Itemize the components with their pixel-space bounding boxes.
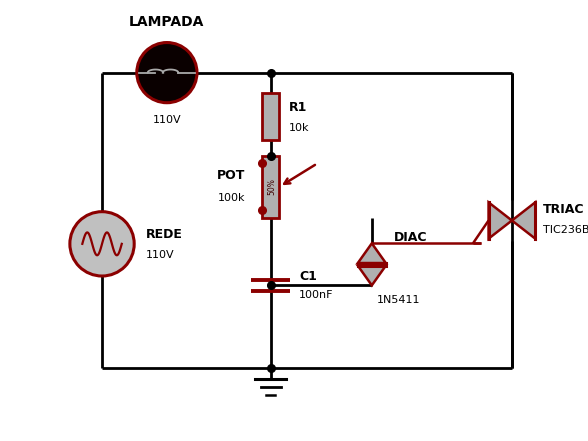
Polygon shape <box>358 243 386 263</box>
Text: 100k: 100k <box>218 193 246 203</box>
Text: DIAC: DIAC <box>393 231 427 243</box>
Text: 50%: 50% <box>267 178 276 195</box>
Polygon shape <box>358 265 386 285</box>
Text: TRIAC: TRIAC <box>543 202 584 216</box>
Polygon shape <box>489 202 512 239</box>
Text: 100nF: 100nF <box>299 290 333 300</box>
Text: POT: POT <box>218 169 246 182</box>
Polygon shape <box>512 202 535 239</box>
Text: 10k: 10k <box>289 123 309 133</box>
Text: REDE: REDE <box>146 228 183 241</box>
Text: 110V: 110V <box>146 250 175 260</box>
Text: R1: R1 <box>289 101 307 114</box>
Bar <box>262 156 279 218</box>
Text: LAMPADA: LAMPADA <box>129 15 205 29</box>
Text: TIC236B: TIC236B <box>543 225 588 235</box>
Circle shape <box>137 42 197 103</box>
Text: C1: C1 <box>299 269 317 283</box>
Bar <box>262 93 279 140</box>
Text: 110V: 110V <box>152 115 181 125</box>
Text: 1N5411: 1N5411 <box>377 295 420 305</box>
Circle shape <box>70 212 134 276</box>
